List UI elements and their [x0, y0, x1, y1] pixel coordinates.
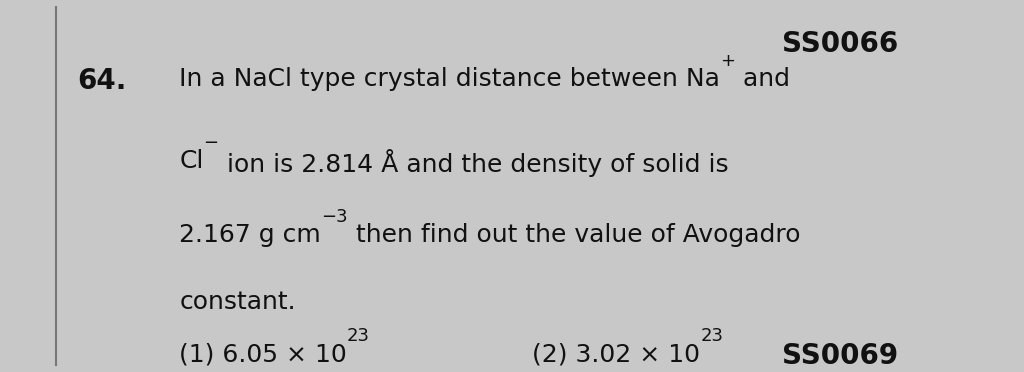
- Text: 23: 23: [700, 327, 724, 345]
- Text: 64.: 64.: [77, 67, 126, 95]
- Text: then find out the value of Avogadro: then find out the value of Avogadro: [347, 223, 800, 247]
- Text: 23: 23: [347, 327, 370, 345]
- Text: −: −: [204, 134, 219, 152]
- Text: and: and: [735, 67, 791, 91]
- Text: In a NaCl type crystal distance between Na: In a NaCl type crystal distance between …: [179, 67, 720, 91]
- Text: Cl: Cl: [179, 149, 204, 173]
- Text: SS0066: SS0066: [781, 30, 898, 58]
- Text: +: +: [720, 52, 735, 70]
- Text: constant.: constant.: [179, 290, 296, 314]
- Text: (2) 3.02 × 10: (2) 3.02 × 10: [532, 342, 700, 366]
- Text: ion is 2.814 Å and the density of solid is: ion is 2.814 Å and the density of solid …: [219, 149, 728, 177]
- Text: 2.167 g cm: 2.167 g cm: [179, 223, 321, 247]
- Text: −3: −3: [321, 208, 347, 226]
- Text: SS0069: SS0069: [781, 342, 898, 370]
- Text: (1) 6.05 × 10: (1) 6.05 × 10: [179, 342, 347, 366]
